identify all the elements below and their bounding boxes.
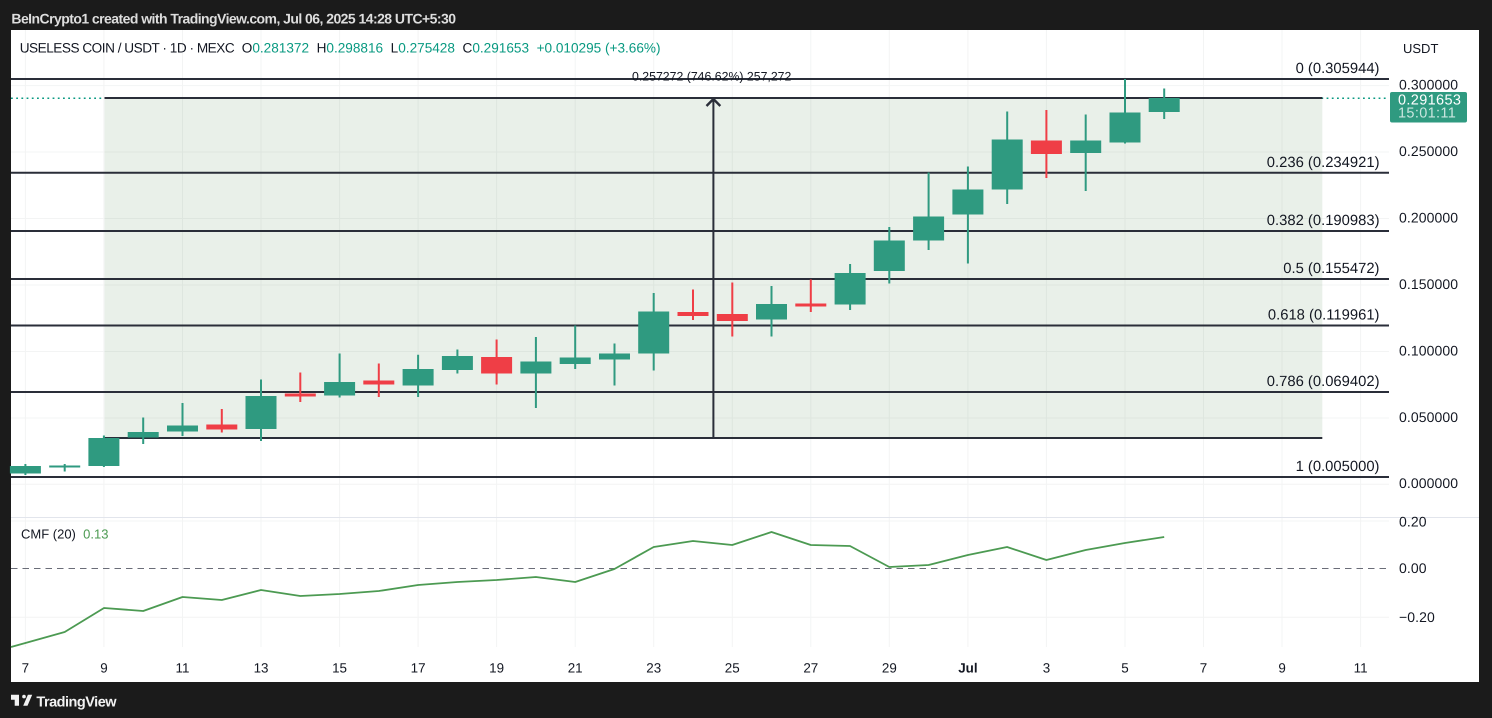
svg-text:USDT: USDT [1403,41,1438,56]
svg-text:BeInCrypto1 created with Tradi: BeInCrypto1 created with TradingView.com… [11,10,456,26]
svg-text:11: 11 [1354,661,1368,676]
svg-text:0.20: 0.20 [1399,514,1427,530]
svg-text:0.300000: 0.300000 [1399,77,1458,93]
svg-text:25: 25 [725,661,740,676]
svg-text:0.000000: 0.000000 [1399,475,1458,491]
svg-text:0.050000: 0.050000 [1399,409,1458,425]
svg-text:29: 29 [882,661,897,676]
svg-text:19: 19 [489,661,504,676]
svg-text:3: 3 [1043,661,1050,676]
svg-text:−0.20: −0.20 [1399,609,1435,625]
svg-text:0 (0.305944): 0 (0.305944) [1296,61,1380,77]
svg-text:27: 27 [803,661,818,676]
svg-text:0.5 (0.155472): 0.5 (0.155472) [1283,261,1379,277]
svg-text:23: 23 [646,661,661,676]
svg-text:0.200000: 0.200000 [1399,209,1458,225]
svg-text:1 (0.005000): 1 (0.005000) [1296,459,1380,475]
svg-text:7: 7 [1200,661,1207,676]
svg-text:0.236 (0.234921): 0.236 (0.234921) [1267,155,1380,171]
svg-text:0.150000: 0.150000 [1399,276,1458,292]
svg-text:21: 21 [568,661,583,676]
svg-text:7: 7 [22,661,29,676]
svg-text:USELESS COIN / USDT · 1D · MEX: USELESS COIN / USDT · 1D · MEXC O0.28137… [20,41,661,56]
svg-text:15:01:11: 15:01:11 [1398,106,1456,122]
svg-text:0.257272 (746.62%) 257,272: 0.257272 (746.62%) 257,272 [632,70,791,84]
svg-text:13: 13 [254,661,269,676]
svg-text:0.786 (0.069402): 0.786 (0.069402) [1267,374,1380,390]
svg-text:9: 9 [1278,661,1285,676]
svg-text:CMF (20) 0.13: CMF (20) 0.13 [21,527,108,542]
svg-text:0.618 (0.119961): 0.618 (0.119961) [1268,308,1380,324]
svg-text:0.382 (0.190983): 0.382 (0.190983) [1267,213,1380,229]
svg-text:11: 11 [176,661,190,676]
svg-text:5: 5 [1121,661,1128,676]
svg-text:0.250000: 0.250000 [1399,143,1458,159]
svg-text:17: 17 [411,661,426,676]
svg-text:0.00: 0.00 [1399,560,1427,576]
svg-text:9: 9 [100,661,107,676]
svg-text:15: 15 [332,661,347,676]
svg-text:Jul: Jul [958,661,977,676]
svg-text:0.291653: 0.291653 [1398,93,1461,109]
svg-text:TradingView: TradingView [36,694,117,710]
svg-text:0.100000: 0.100000 [1399,342,1458,358]
